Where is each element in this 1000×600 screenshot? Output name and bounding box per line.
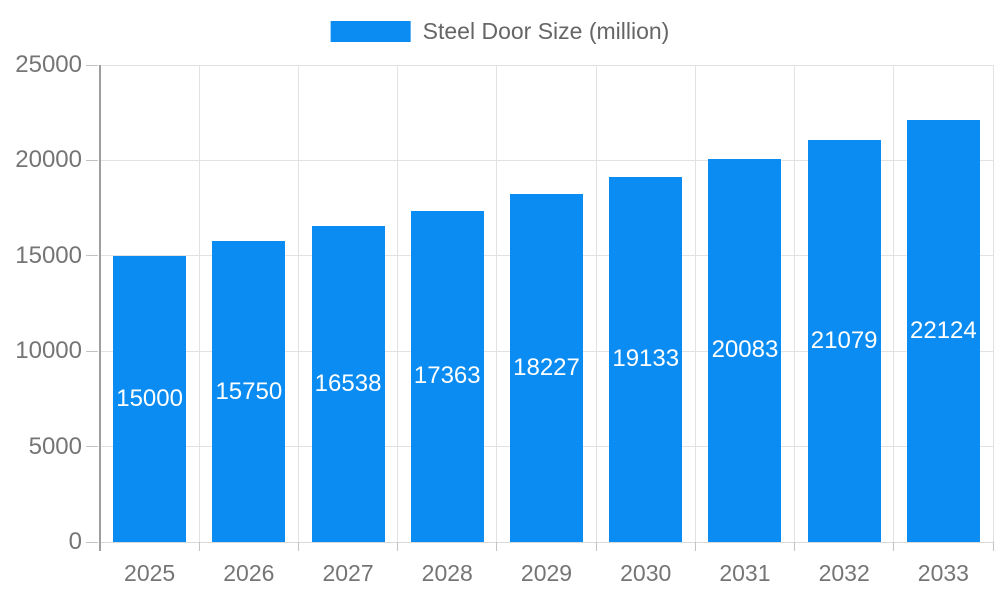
y-axis-tick bbox=[86, 64, 98, 66]
x-gridline bbox=[794, 65, 796, 542]
y-axis-label: 10000 bbox=[15, 337, 82, 365]
x-axis-label-2027: 2027 bbox=[322, 560, 374, 586]
x-axis-tick bbox=[496, 542, 498, 551]
x-axis-tick bbox=[198, 542, 200, 551]
bar-2026[interactable]: 15750 bbox=[212, 241, 286, 542]
x-axis-label-2032: 2032 bbox=[818, 560, 870, 586]
x-gridline bbox=[595, 65, 597, 542]
bar-2030[interactable]: 19133 bbox=[609, 176, 683, 542]
y-axis-tick bbox=[86, 446, 98, 448]
y-axis-line bbox=[99, 65, 101, 551]
legend-item[interactable]: Steel Door Size (million) bbox=[330, 18, 670, 45]
x-gridline bbox=[297, 65, 299, 542]
legend-label: Steel Door Size (million) bbox=[422, 18, 670, 44]
bar-2028[interactable]: 17363 bbox=[410, 210, 484, 542]
x-gridline bbox=[198, 65, 200, 542]
x-axis-tick bbox=[794, 542, 796, 551]
y-axis-label: 20000 bbox=[15, 146, 82, 174]
y-gridline bbox=[100, 159, 993, 161]
x-axis-tick bbox=[595, 542, 597, 551]
y-axis-tick bbox=[86, 255, 98, 257]
y-axis-label: 0 bbox=[68, 528, 82, 555]
x-axis-label-2030: 2030 bbox=[620, 560, 672, 586]
bar-value-label: 15750 bbox=[215, 377, 283, 405]
bar-2033[interactable]: 22124 bbox=[906, 119, 980, 542]
x-gridline bbox=[893, 65, 895, 542]
bar-value-label: 21079 bbox=[810, 326, 878, 354]
x-axis-tick bbox=[694, 542, 696, 551]
y-axis-label: 25000 bbox=[15, 51, 82, 78]
y-axis-tick bbox=[86, 541, 98, 543]
x-axis-tick bbox=[297, 542, 299, 551]
x-axis-label-2026: 2026 bbox=[223, 560, 275, 586]
bar-value-label: 15000 bbox=[116, 384, 183, 412]
y-axis-tick bbox=[86, 159, 98, 161]
x-gridline bbox=[397, 65, 399, 542]
x-axis-label-2033: 2033 bbox=[917, 560, 969, 586]
bar-value-label: 22124 bbox=[910, 316, 977, 344]
bar-value-label: 18227 bbox=[513, 354, 580, 382]
x-axis-line bbox=[100, 541, 993, 543]
bar-2031[interactable]: 20083 bbox=[708, 158, 782, 542]
y-axis-tick bbox=[86, 350, 98, 352]
x-axis-tick bbox=[397, 542, 399, 551]
bar-2025[interactable]: 15000 bbox=[113, 255, 187, 542]
x-gridline bbox=[496, 65, 498, 542]
bar-2027[interactable]: 16538 bbox=[311, 226, 385, 542]
y-axis-label: 5000 bbox=[28, 432, 82, 460]
x-axis-label-2031: 2031 bbox=[719, 560, 771, 586]
bar-value-label: 19133 bbox=[612, 345, 680, 373]
x-gridline bbox=[694, 65, 696, 542]
bar-value-label: 16538 bbox=[314, 370, 382, 398]
x-gridline bbox=[992, 65, 994, 542]
y-gridline bbox=[100, 64, 993, 66]
bar-2029[interactable]: 18227 bbox=[510, 194, 583, 542]
x-axis-label-2029: 2029 bbox=[520, 560, 573, 586]
x-axis-tick bbox=[893, 542, 895, 551]
legend-swatch-icon bbox=[330, 21, 411, 42]
x-axis-tick bbox=[992, 542, 994, 551]
x-axis-label-2028: 2028 bbox=[421, 560, 473, 586]
x-axis-label-2025: 2025 bbox=[124, 560, 176, 586]
bar-value-label: 20083 bbox=[711, 336, 779, 364]
bar-value-label: 17363 bbox=[413, 362, 481, 390]
bar-2032[interactable]: 21079 bbox=[807, 139, 881, 542]
y-axis-label: 15000 bbox=[15, 241, 82, 269]
